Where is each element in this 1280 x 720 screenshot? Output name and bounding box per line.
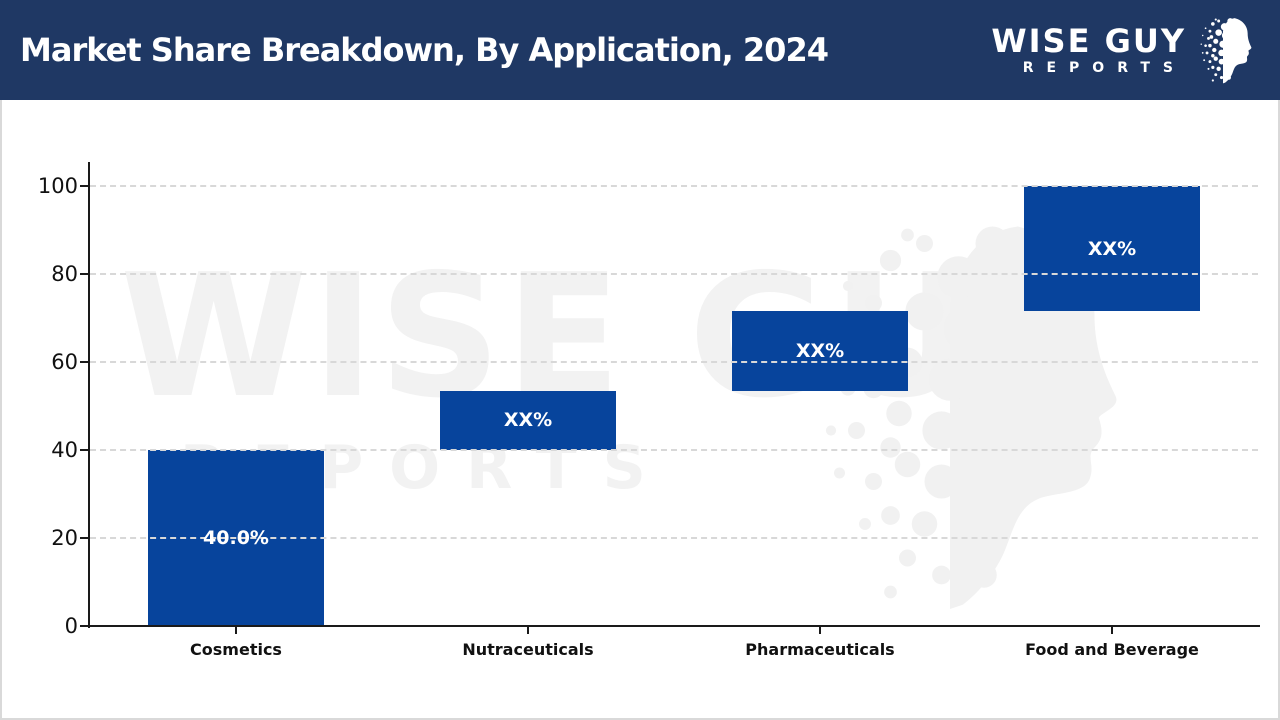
y-tick-label-100: 100 [37,174,78,198]
y-tick-mark [80,625,88,627]
gridline-100 [90,185,1258,187]
bar-pharmaceuticals [732,311,908,391]
gridline-40 [90,449,1258,451]
y-axis-line [88,162,90,628]
x-tick-mark [819,627,821,634]
gridline-20 [90,537,1258,539]
y-tick-label-0: 0 [64,614,78,638]
x-tick-mark [1111,627,1113,634]
x-axis-label-cosmetics: Cosmetics [190,640,282,659]
header-bar: Market Share Breakdown, By Application, … [0,0,1280,100]
x-tick-mark [527,627,529,634]
bar-value-label: 40.0% [203,527,269,549]
y-tick-mark [80,361,88,363]
y-tick-mark [80,449,88,451]
brand-wordmark: WISE GUY REPORTS [991,25,1186,75]
y-tick-label-80: 80 [51,262,78,286]
brand-name: WISE GUY [991,22,1186,60]
brand-subtitle: REPORTS [1022,60,1186,76]
gridline-60 [90,361,1258,363]
wiseguy-face-icon [1200,18,1252,84]
y-tick-mark [80,273,88,275]
x-axis-label-pharmaceuticals: Pharmaceuticals [745,640,895,659]
brand-logo: WISE GUY REPORTS [991,11,1252,89]
bar-value-label: XX% [795,340,845,362]
y-tick-label-60: 60 [51,350,78,374]
y-tick-label-40: 40 [51,438,78,462]
bar-value-label: XX% [503,409,553,432]
page-title: Market Share Breakdown, By Application, … [20,31,829,69]
x-axis-line [88,625,1260,627]
bar-food-and-beverage [1024,186,1200,312]
y-tick-mark [80,185,88,187]
x-axis-label-nutraceuticals: Nutraceuticals [462,640,594,659]
bar-nutraceuticals [440,390,616,450]
chart-area: WISE GUY REPORTS 40.0% Cosmetics XX% Nutrac… [0,100,1280,720]
bar-value-label: XX% [1087,237,1137,260]
x-tick-mark [235,627,237,634]
y-tick-mark [80,537,88,539]
gridline-80 [90,273,1258,275]
y-tick-label-20: 20 [51,526,78,550]
x-axis-label-food-and-beverage: Food and Beverage [1025,640,1199,659]
